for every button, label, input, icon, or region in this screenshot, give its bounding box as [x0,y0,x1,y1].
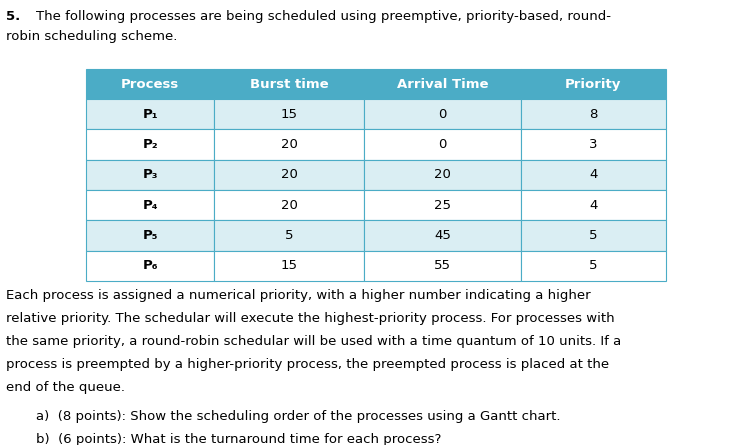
Bar [214,69,365,99]
Bar [86,69,214,99]
Text: P₁: P₁ [142,108,158,121]
Text: 20: 20 [280,168,298,182]
Text: 20: 20 [280,138,298,151]
Text: the same priority, a round-robin schedular will be used with a time quantum of 1: the same priority, a round-robin schedul… [6,335,621,348]
Bar [365,99,521,129]
Text: end of the queue.: end of the queue. [6,381,125,394]
Text: process is preempted by a higher-priority process, the preempted process is plac: process is preempted by a higher-priorit… [6,358,609,371]
Bar [521,190,666,220]
Text: Burst time: Burst time [250,77,329,91]
Bar [365,251,521,281]
Bar [365,190,521,220]
Text: 25: 25 [434,198,451,212]
Text: P₆: P₆ [142,259,158,272]
Text: a)  (8 points): Show the scheduling order of the processes using a Gantt chart.: a) (8 points): Show the scheduling order… [36,410,560,423]
Text: 15: 15 [280,259,298,272]
Bar [365,220,521,251]
Bar [86,99,214,129]
Bar [214,220,365,251]
Text: 20: 20 [434,168,451,182]
Bar [521,129,666,160]
Text: 20: 20 [280,198,298,212]
Text: P₅: P₅ [142,229,158,242]
Bar [86,160,214,190]
Bar [214,99,365,129]
Text: 55: 55 [434,259,451,272]
Text: b)  (6 points): What is the turnaround time for each process?: b) (6 points): What is the turnaround ti… [36,433,441,445]
Text: 0: 0 [438,108,447,121]
Text: P₄: P₄ [142,198,158,212]
Bar [86,129,214,160]
Text: 5: 5 [589,259,597,272]
Bar [521,69,666,99]
Bar [521,99,666,129]
Text: P₃: P₃ [142,168,158,182]
Bar [521,220,666,251]
Text: 4: 4 [589,198,597,212]
Text: P₂: P₂ [142,138,158,151]
Text: 45: 45 [434,229,451,242]
Bar [86,190,214,220]
Text: 4: 4 [589,168,597,182]
Bar [214,190,365,220]
Text: Arrival Time: Arrival Time [397,77,488,91]
Bar [521,251,666,281]
Bar [214,160,365,190]
Bar [365,129,521,160]
Text: 0: 0 [438,138,447,151]
Text: 15: 15 [280,108,298,121]
Bar [365,160,521,190]
Text: 3: 3 [589,138,597,151]
Bar [86,220,214,251]
Bar [365,69,521,99]
Text: robin scheduling scheme.: robin scheduling scheme. [6,30,177,43]
Text: relative priority. The schedular will execute the highest-priority process. For : relative priority. The schedular will ex… [6,312,614,325]
Text: 5.: 5. [6,10,20,23]
Text: 8: 8 [589,108,597,121]
Text: Process: Process [121,77,179,91]
Text: Each process is assigned a numerical priority, with a higher number indicating a: Each process is assigned a numerical pri… [6,289,590,302]
Bar [214,129,365,160]
Bar [86,251,214,281]
Text: Priority: Priority [565,77,621,91]
Text: The following processes are being scheduled using preemptive, priority-based, ro: The following processes are being schedu… [36,10,611,23]
Bar [521,160,666,190]
Bar [214,251,365,281]
Text: 5: 5 [285,229,293,242]
Text: 5: 5 [589,229,597,242]
